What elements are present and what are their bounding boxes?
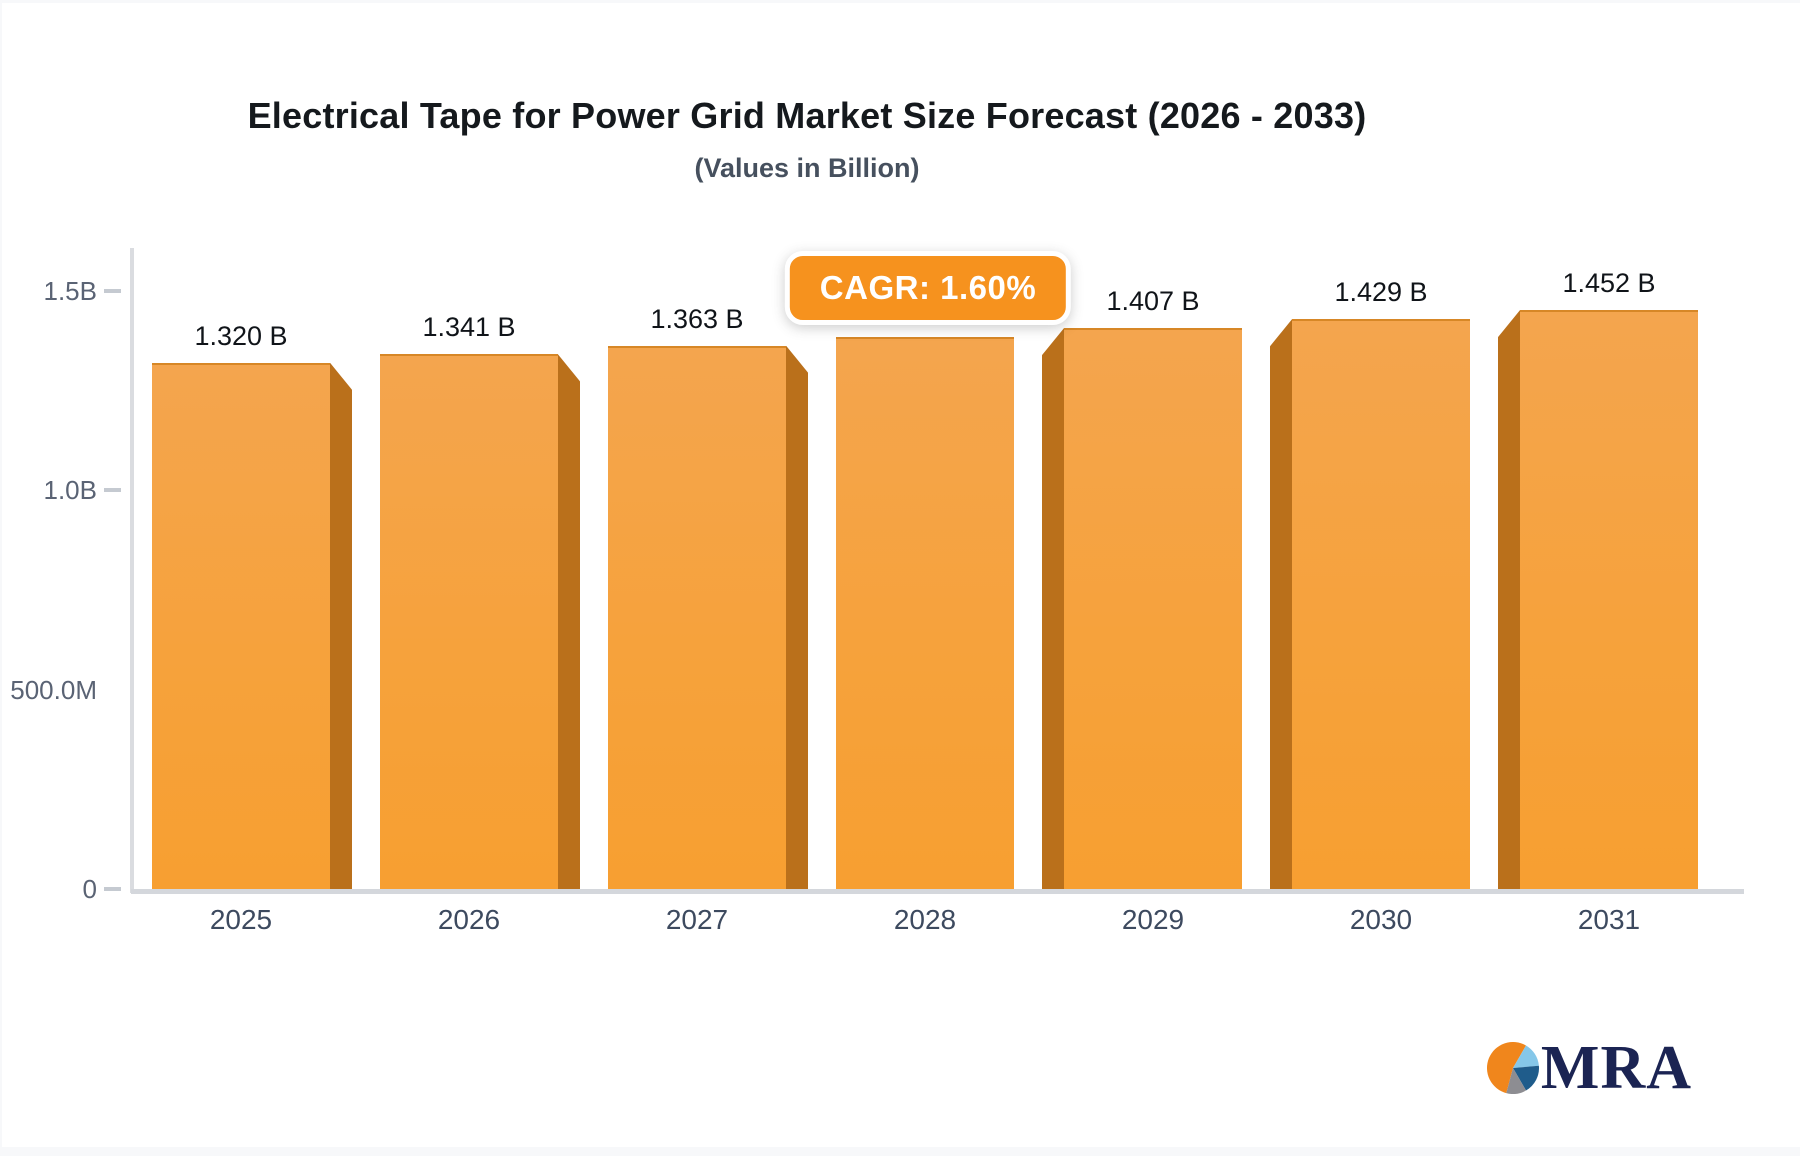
y-axis-tick bbox=[104, 488, 121, 493]
bar-side bbox=[1498, 310, 1520, 889]
x-axis-label: 2025 bbox=[209, 904, 273, 935]
x-axis-label: 2026 bbox=[437, 904, 501, 935]
bar-face bbox=[1520, 310, 1698, 889]
bar-face bbox=[152, 362, 330, 889]
bar-face bbox=[1292, 319, 1470, 889]
bar-value-label: 1.341 B bbox=[422, 312, 516, 343]
chart-heading: Electrical Tape for Power Grid Market Si… bbox=[2, 95, 1612, 184]
bar-value-label: 1.363 B bbox=[650, 303, 744, 334]
y-axis-tick bbox=[104, 887, 121, 891]
bar-face bbox=[836, 336, 1014, 889]
bar-face bbox=[1064, 328, 1242, 889]
bar-face bbox=[380, 354, 558, 889]
bar-value-label: 1.452 B bbox=[1562, 268, 1656, 299]
x-axis-label: 2031 bbox=[1577, 904, 1641, 935]
bar-value-label: 1.320 B bbox=[194, 320, 288, 351]
x-axis-label: 2028 bbox=[893, 904, 957, 935]
bar-value-label: 1.407 B bbox=[1106, 286, 1200, 317]
x-axis-label: 2027 bbox=[665, 904, 729, 935]
y-axis-label: 1.5B bbox=[43, 275, 98, 306]
chart-subtitle: (Values in Billion) bbox=[694, 153, 920, 183]
bar-face bbox=[608, 345, 786, 889]
brand-logo: MRA bbox=[1486, 1034, 1692, 1102]
logo-pie-icon bbox=[1486, 1042, 1539, 1094]
y-axis-tick bbox=[104, 288, 121, 293]
bar-value-label: 1.429 B bbox=[1334, 277, 1428, 308]
bar-side bbox=[558, 354, 580, 889]
bar-side bbox=[1042, 328, 1064, 889]
chart-title: Electrical Tape for Power Grid Market Si… bbox=[247, 95, 1367, 136]
y-axis-label: 1.0B bbox=[43, 475, 98, 506]
bar-side bbox=[330, 362, 352, 889]
y-axis-line bbox=[130, 248, 134, 893]
bar-side bbox=[786, 345, 808, 889]
x-axis-line bbox=[131, 889, 1744, 894]
bar-side bbox=[1270, 319, 1292, 889]
logo-text: MRA bbox=[1540, 1034, 1692, 1102]
y-axis-label: 500.0M bbox=[10, 674, 97, 705]
chart-card: Electrical Tape for Power Grid Market Si… bbox=[2, 3, 1800, 1147]
cagr-badge: CAGR: 1.60% bbox=[784, 251, 1072, 325]
x-axis-label: 2030 bbox=[1349, 904, 1413, 935]
x-axis-label: 2029 bbox=[1121, 904, 1185, 935]
y-axis-label: 0 bbox=[82, 874, 97, 904]
bar-chart: 1.5B 1.0B 500.0M 0 1.320 B 2025 1.341 B 2026 1.3… bbox=[2, 3, 1800, 1147]
